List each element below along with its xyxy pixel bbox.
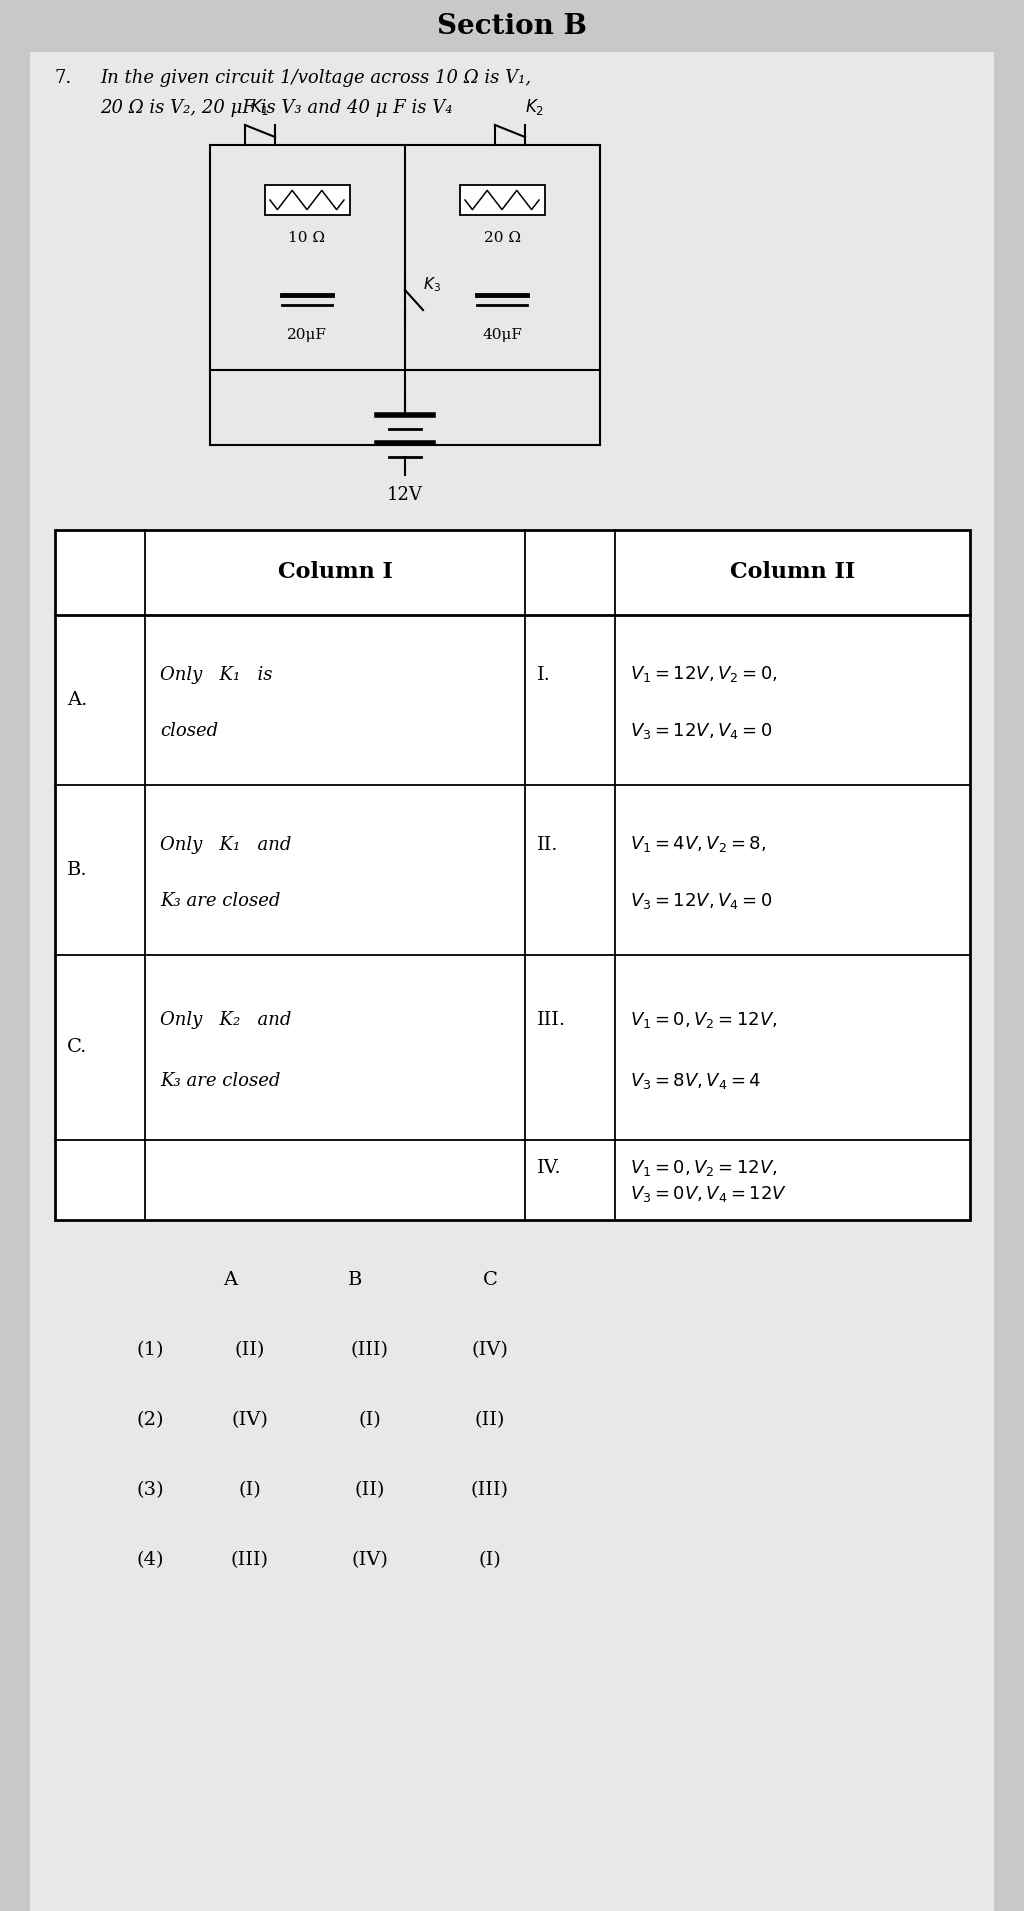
Bar (210, 145, 600, 371)
Text: 20μF: 20μF (287, 329, 327, 342)
Text: 20 Ω is V₂, 20 μF is V₃ and 40 μ F is V₄: 20 Ω is V₂, 20 μF is V₃ and 40 μ F is V₄ (100, 99, 453, 117)
Text: III.: III. (537, 1011, 566, 1028)
Text: $K_2$: $K_2$ (525, 97, 545, 117)
Text: $V_1=12V, V_2=0,$: $V_1=12V, V_2=0,$ (630, 665, 778, 684)
Text: (2): (2) (136, 1410, 164, 1429)
Text: C.: C. (67, 1038, 87, 1057)
Text: (IV): (IV) (231, 1410, 268, 1429)
Text: 20 Ω: 20 Ω (483, 231, 520, 245)
Text: I.: I. (537, 665, 551, 684)
Text: (IV): (IV) (472, 1342, 509, 1359)
Text: $V_3=0V, V_4=12V$: $V_3=0V, V_4=12V$ (630, 1185, 787, 1204)
Text: K₃ are closed: K₃ are closed (160, 1072, 281, 1089)
Text: (4): (4) (136, 1552, 164, 1569)
Text: II.: II. (537, 835, 558, 854)
Text: Section B: Section B (437, 13, 587, 40)
Text: 7.: 7. (55, 69, 73, 88)
Text: In the given circuit 1/voltage across 10 Ω is V₁,: In the given circuit 1/voltage across 10… (100, 69, 531, 88)
Text: (IV): (IV) (351, 1552, 388, 1569)
Text: B.: B. (67, 862, 88, 879)
Text: B: B (348, 1271, 362, 1290)
Text: Column II: Column II (730, 562, 855, 583)
Text: $K_1$: $K_1$ (250, 97, 269, 117)
Text: A: A (223, 1271, 238, 1290)
Text: $V_3=12V, V_4=0$: $V_3=12V, V_4=0$ (630, 891, 772, 912)
Text: (III): (III) (471, 1481, 509, 1498)
Text: (I): (I) (239, 1481, 261, 1498)
Text: Only   K₁   and: Only K₁ and (160, 835, 292, 854)
Text: (II): (II) (475, 1410, 505, 1429)
Bar (265, 185, 350, 216)
Text: K₃ are closed: K₃ are closed (160, 892, 281, 910)
Text: 40μF: 40μF (482, 329, 522, 342)
Text: (II): (II) (354, 1481, 385, 1498)
Text: $V_1=4V, V_2=8,$: $V_1=4V, V_2=8,$ (630, 835, 766, 854)
Text: (I): (I) (478, 1552, 502, 1569)
Bar (460, 185, 545, 216)
Text: Only   K₁   is: Only K₁ is (160, 665, 272, 684)
Text: IV.: IV. (537, 1158, 561, 1177)
Text: $V_3=8V, V_4=4$: $V_3=8V, V_4=4$ (630, 1070, 761, 1091)
Text: (II): (II) (234, 1342, 265, 1359)
Text: $V_3=12V, V_4=0$: $V_3=12V, V_4=0$ (630, 720, 772, 741)
Bar (55, 529, 970, 1219)
Text: 10 Ω: 10 Ω (289, 231, 326, 245)
Text: (I): (I) (358, 1410, 381, 1429)
Text: (3): (3) (136, 1481, 164, 1498)
Bar (30, 0, 994, 52)
Text: 12V: 12V (387, 485, 423, 505)
Text: Column I: Column I (278, 562, 392, 583)
Text: closed: closed (160, 722, 218, 740)
Text: $V_1=0, V_2=12V,$: $V_1=0, V_2=12V,$ (630, 1009, 778, 1030)
Text: (III): (III) (231, 1552, 269, 1569)
Text: (1): (1) (136, 1342, 164, 1359)
Text: $K_3$: $K_3$ (423, 275, 441, 294)
Text: (III): (III) (351, 1342, 389, 1359)
Text: A.: A. (67, 692, 87, 709)
Text: Only   K₂   and: Only K₂ and (160, 1011, 292, 1028)
Text: C: C (482, 1271, 498, 1290)
Text: $V_1=0, V_2=12V,$: $V_1=0, V_2=12V,$ (630, 1158, 778, 1177)
